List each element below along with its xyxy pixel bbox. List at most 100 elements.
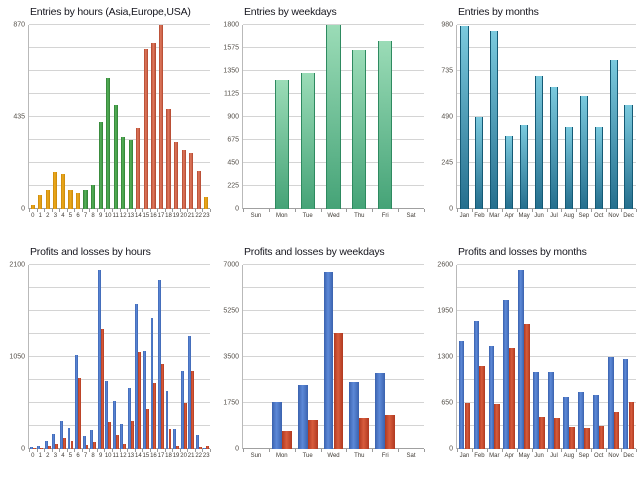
bar-profits-Sep bbox=[578, 391, 584, 449]
x-tick-label: Dec bbox=[623, 213, 634, 219]
x-tick-label: 7 bbox=[83, 213, 88, 219]
y-tick-label: 5250 bbox=[223, 307, 239, 315]
x-tick bbox=[516, 449, 518, 452]
x-tick bbox=[59, 449, 61, 452]
x-tick bbox=[96, 449, 98, 452]
x-tick-label: Mar bbox=[489, 453, 500, 459]
bar-values-Dec bbox=[624, 104, 633, 209]
x-tick bbox=[457, 209, 458, 212]
x-tick-label: Jan bbox=[459, 453, 470, 459]
x-tick bbox=[164, 449, 166, 452]
bar-values-Jun bbox=[534, 75, 544, 209]
x-tick-label: Mon bbox=[275, 453, 288, 459]
bar-losses-11 bbox=[115, 435, 119, 449]
bar-profits-16 bbox=[150, 318, 154, 449]
gridline bbox=[29, 333, 210, 334]
x-tick bbox=[119, 449, 121, 452]
y-tick-label: 490 bbox=[441, 113, 453, 121]
x-tick-label: 21 bbox=[187, 213, 195, 219]
bar-values-11 bbox=[113, 105, 118, 209]
x-tick bbox=[471, 449, 473, 452]
y-tick-label: 0 bbox=[21, 205, 25, 213]
x-tick-label: 7 bbox=[83, 453, 88, 459]
plot-area: Jan Feb Mar Apr May Jun Jul Aug Sep Oct Nov Dec bbox=[456, 264, 637, 459]
y-tick-label: 0 bbox=[21, 445, 25, 453]
gridline bbox=[29, 310, 210, 311]
gridline bbox=[29, 162, 210, 163]
y-tick-label: 1800 bbox=[223, 21, 239, 29]
x-tick bbox=[576, 449, 578, 452]
bar-losses-Mon bbox=[281, 431, 292, 449]
gridline bbox=[457, 162, 636, 163]
x-tick-label: 3 bbox=[53, 213, 58, 219]
x-tick bbox=[210, 449, 211, 452]
chart-entries-by-hours: Entries by hours (Asia,Europe,USA) 0 435 8… bbox=[0, 0, 214, 240]
x-tick-label: 13 bbox=[127, 453, 135, 459]
x-tick-label: Jul bbox=[550, 453, 558, 459]
x-tick-label: 9 bbox=[98, 453, 103, 459]
y-tick-label: 675 bbox=[227, 136, 239, 144]
bar-losses-9 bbox=[100, 329, 104, 449]
y-axis: 0 1750 3500 5250 7000 bbox=[216, 261, 242, 453]
bar-losses-12 bbox=[123, 443, 127, 449]
x-tick-label: 19 bbox=[172, 453, 180, 459]
bar-profits-Nov bbox=[607, 357, 614, 449]
y-tick-label: 1350 bbox=[223, 67, 239, 75]
x-tick-label: 14 bbox=[135, 453, 142, 459]
x-tick-label: 17 bbox=[157, 453, 165, 459]
y-axis: 0 650 1300 1950 2600 bbox=[430, 262, 456, 453]
x-tick-label: 23 bbox=[202, 453, 210, 459]
bar-values-18 bbox=[166, 108, 171, 209]
bar-profits-Tue bbox=[297, 384, 308, 449]
bar-losses-Sep bbox=[583, 428, 590, 449]
bar-profits-5 bbox=[67, 428, 71, 449]
y-tick-label: 7000 bbox=[223, 261, 239, 269]
bar-losses-Nov bbox=[613, 411, 620, 449]
x-tick bbox=[36, 209, 38, 212]
x-axis-line bbox=[457, 448, 636, 449]
y-tick-label: 0 bbox=[449, 205, 453, 213]
x-tick-label: Tue bbox=[302, 453, 313, 459]
x-tick-label: 19 bbox=[172, 213, 180, 219]
bar-profits-Fri bbox=[375, 372, 386, 449]
gridline bbox=[29, 24, 210, 25]
x-tick bbox=[89, 449, 91, 452]
bar-profits-3 bbox=[52, 434, 56, 449]
bar-values-20 bbox=[181, 149, 186, 209]
x-tick bbox=[89, 209, 91, 212]
bar-values-22 bbox=[196, 170, 201, 209]
gridline bbox=[29, 70, 210, 71]
x-tick-label: 3 bbox=[53, 453, 58, 459]
y-tick-label: 980 bbox=[441, 21, 453, 29]
x-tick bbox=[372, 209, 374, 212]
bar-profits-Wed bbox=[323, 271, 334, 449]
x-tick bbox=[486, 449, 488, 452]
x-tick bbox=[346, 449, 348, 452]
x-tick-label: Dec bbox=[623, 453, 634, 459]
y-tick-label: 450 bbox=[227, 159, 239, 167]
x-tick bbox=[636, 449, 637, 452]
bar-values-16 bbox=[151, 42, 156, 209]
x-tick bbox=[59, 209, 61, 212]
y-tick-label: 0 bbox=[235, 205, 239, 213]
gridline bbox=[29, 379, 210, 380]
x-tick-label: Nov bbox=[608, 453, 619, 459]
y-tick-label: 1300 bbox=[437, 353, 453, 361]
bar-losses-20 bbox=[183, 403, 187, 449]
gridline bbox=[457, 264, 636, 265]
bar-losses-2 bbox=[47, 446, 51, 449]
bar-values-23 bbox=[204, 197, 209, 209]
bar-profits-Jun bbox=[533, 371, 539, 449]
x-tick-label: 5 bbox=[68, 213, 73, 219]
bar-profits-23 bbox=[203, 447, 207, 449]
x-tick-label: 4 bbox=[61, 453, 65, 459]
x-tick-label: Aug bbox=[563, 453, 575, 459]
x-tick bbox=[142, 449, 144, 452]
x-tick bbox=[51, 209, 53, 212]
gridline bbox=[243, 333, 424, 334]
gridline bbox=[457, 310, 636, 311]
bar-values-7 bbox=[83, 189, 88, 209]
bar-profits-Jul bbox=[548, 371, 554, 449]
gridline bbox=[457, 356, 636, 357]
x-tick bbox=[194, 449, 196, 452]
